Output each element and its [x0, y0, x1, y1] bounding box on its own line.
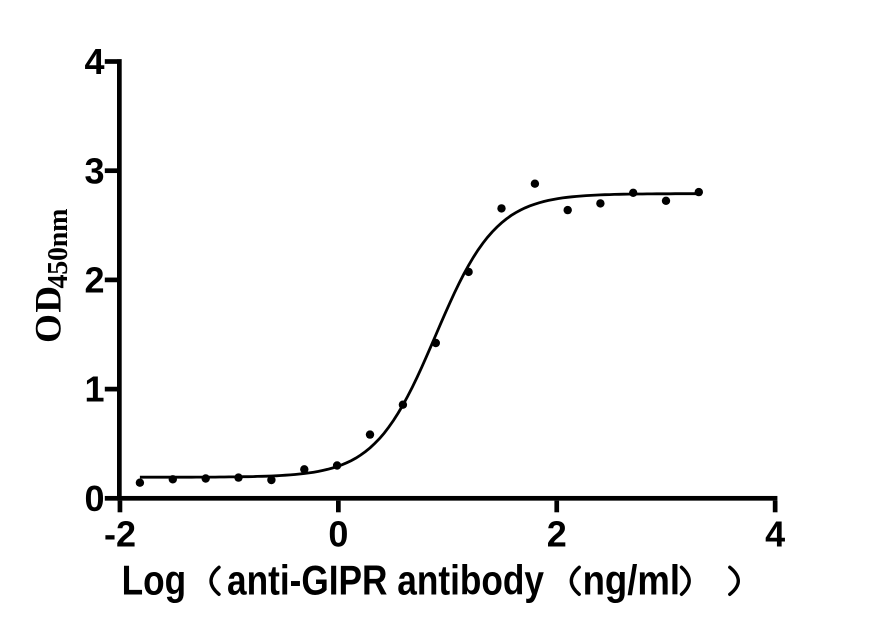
svg-text:ng/ml: ng/ml [583, 557, 681, 604]
svg-text:450nm: 450nm [43, 209, 74, 289]
svg-text:4: 4 [84, 41, 104, 82]
svg-text:4: 4 [765, 514, 785, 555]
svg-text:3: 3 [84, 150, 104, 191]
svg-text:2: 2 [547, 514, 567, 555]
svg-text:Log: Log [122, 557, 187, 604]
svg-text:0: 0 [328, 514, 348, 555]
svg-text:2: 2 [84, 260, 104, 301]
svg-text:-2: -2 [104, 514, 136, 555]
svg-text:anti-GIPR antibody: anti-GIPR antibody [227, 557, 545, 604]
svg-text:OD: OD [28, 286, 69, 343]
svg-text:0: 0 [84, 478, 104, 519]
svg-text:1: 1 [84, 369, 104, 410]
